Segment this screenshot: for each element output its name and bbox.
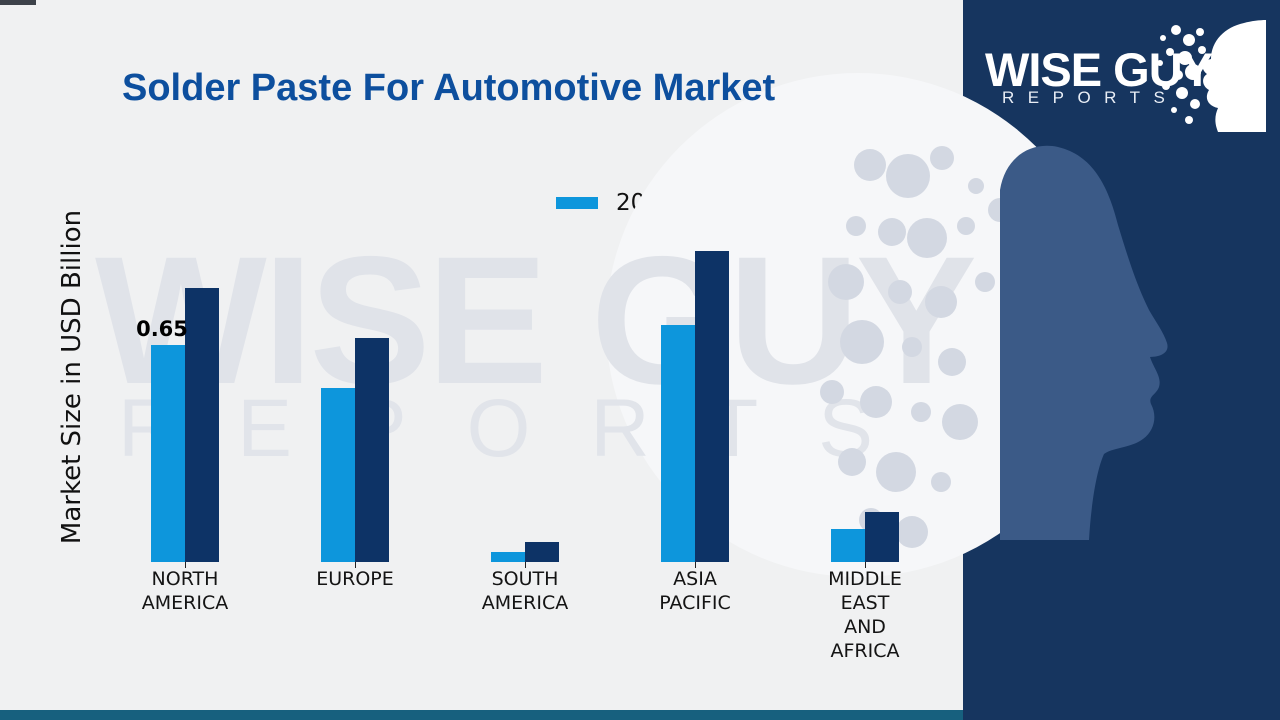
bar-2032-middle-east-and-africa (865, 512, 899, 562)
x-tick (185, 562, 186, 568)
corner-mark (0, 0, 36, 5)
bar-2032-south-america (525, 542, 559, 562)
bar-2024-asia-pacific (661, 325, 695, 562)
x-axis-label-south-america: SOUTH AMERICA (481, 568, 569, 614)
x-tick (695, 562, 696, 568)
bar-2032-europe (355, 338, 389, 562)
watermark-reports: REPORTS (118, 383, 933, 474)
x-axis-label-north-america: NORTH AMERICA (141, 568, 229, 614)
bar-2024-middle-east-and-africa (831, 529, 865, 562)
logo-face-icon (1157, 20, 1266, 132)
bar-2024-south-america (491, 552, 525, 562)
x-axis-label-middle-east-and-africa: MIDDLE EAST AND AFRICA (828, 568, 902, 662)
logo-reports-text: REPORTS (1002, 88, 1179, 107)
bar-2032-north-america (185, 288, 219, 562)
x-tick (355, 562, 356, 568)
x-axis-label-asia-pacific: ASIA PACIFIC (659, 568, 731, 614)
x-tick (525, 562, 526, 568)
data-label: 0.65 (136, 317, 188, 341)
legend-swatch-2024 (556, 197, 598, 209)
bar-2024-north-america (151, 345, 185, 562)
page-title: Solder Paste For Automotive Market (122, 67, 776, 110)
bar-2032-asia-pacific (695, 251, 729, 562)
logo-wordmark: WISE GUY (985, 43, 1213, 96)
bottom-teal-strip (0, 710, 1280, 720)
x-tick (865, 562, 866, 568)
x-axis-label-europe: EUROPE (316, 568, 394, 590)
bar-2024-europe (321, 388, 355, 562)
